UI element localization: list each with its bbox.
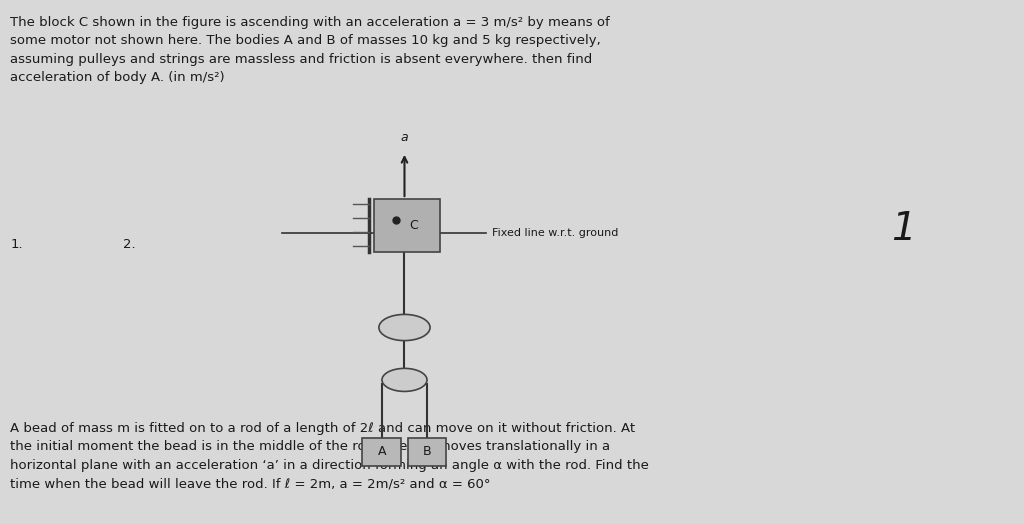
Text: 1.: 1. bbox=[10, 238, 23, 252]
Circle shape bbox=[382, 368, 427, 391]
Bar bbox=[374, 199, 440, 252]
Text: 2.: 2. bbox=[123, 238, 135, 252]
Text: a: a bbox=[400, 131, 409, 144]
Bar bbox=[362, 438, 401, 466]
Text: C: C bbox=[410, 219, 419, 232]
Text: A: A bbox=[378, 445, 386, 458]
Text: A bead of mass m is fitted on to a rod of a length of 2ℓ and can move on it with: A bead of mass m is fitted on to a rod o… bbox=[10, 422, 649, 490]
Text: B: B bbox=[423, 445, 431, 458]
Text: Fixed line w.r.t. ground: Fixed line w.r.t. ground bbox=[492, 228, 617, 238]
Text: 1: 1 bbox=[891, 210, 915, 248]
Bar bbox=[408, 438, 446, 466]
Text: The block C shown in the figure is ascending with an acceleration a = 3 m/s² by : The block C shown in the figure is ascen… bbox=[10, 16, 610, 84]
Circle shape bbox=[379, 314, 430, 341]
